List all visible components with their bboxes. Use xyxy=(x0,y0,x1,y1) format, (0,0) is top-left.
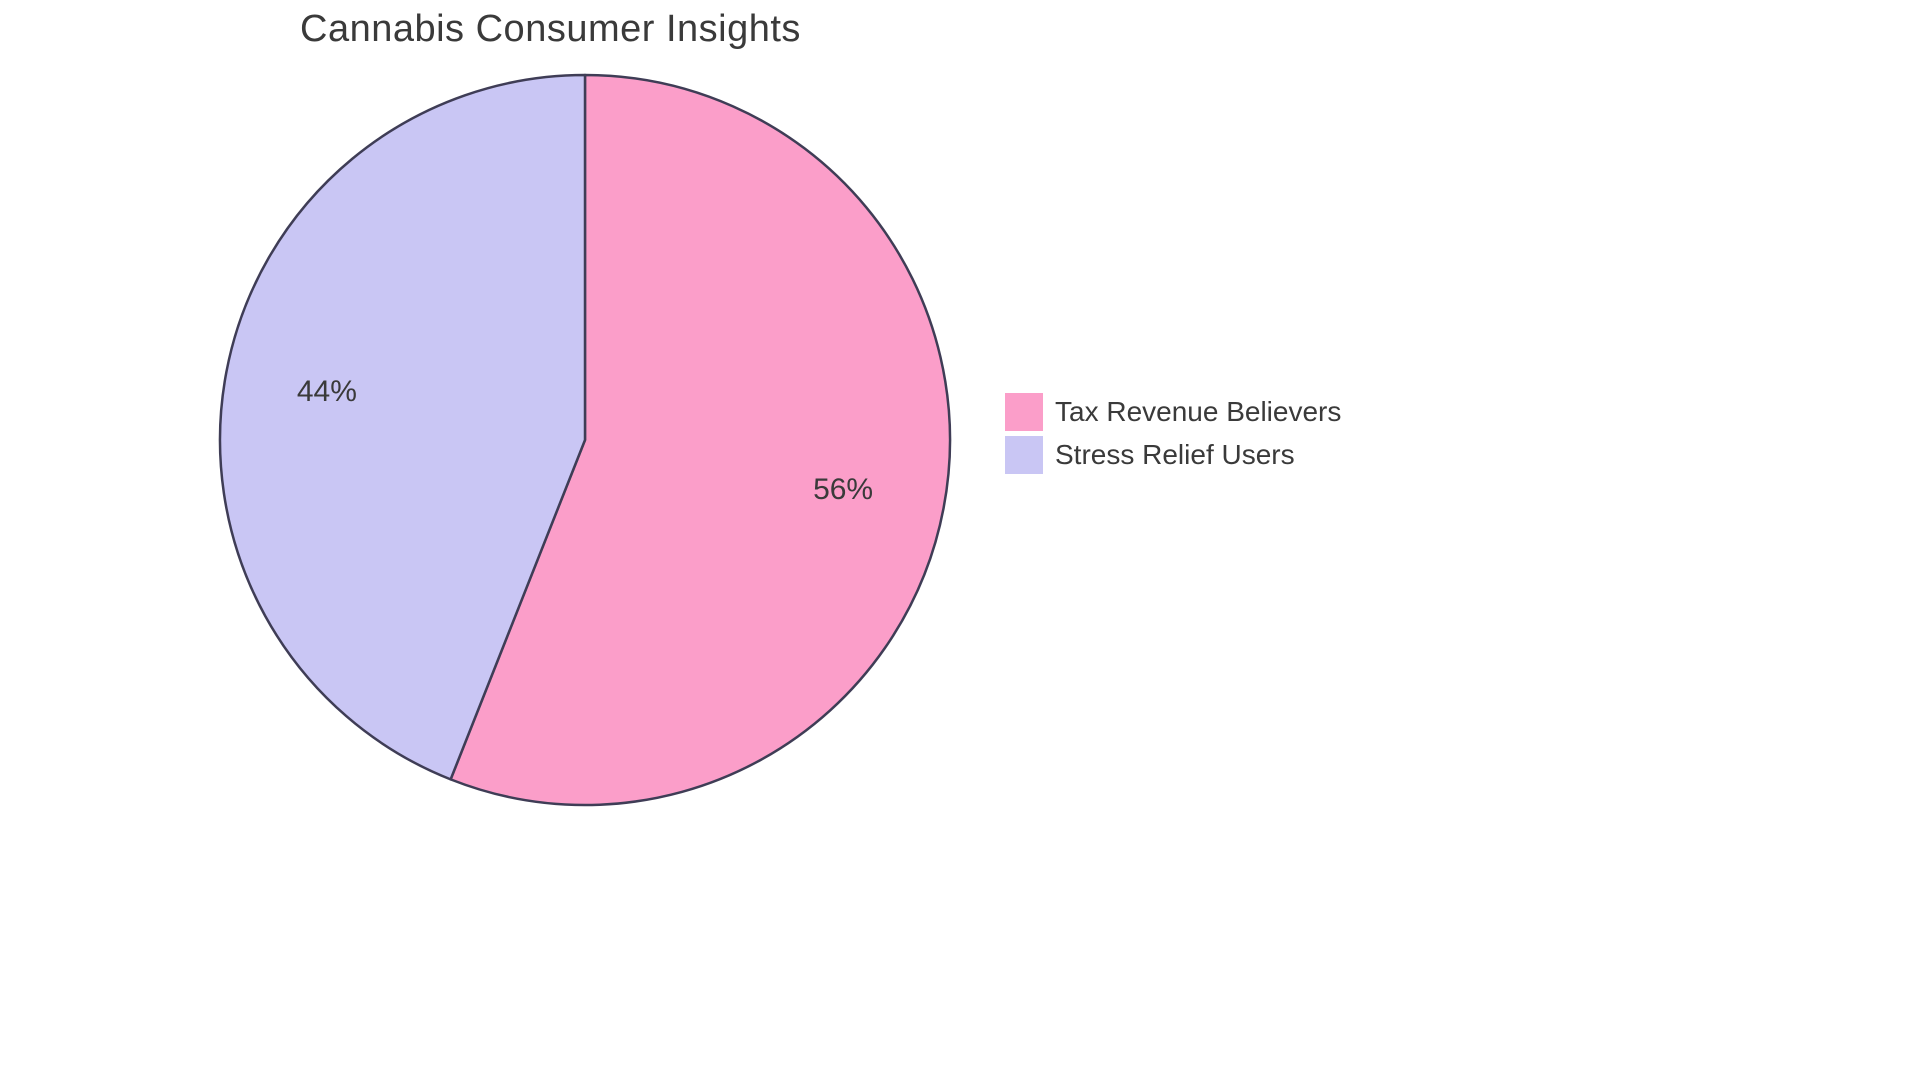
chart-legend: Tax Revenue Believers Stress Relief Users xyxy=(1005,393,1341,474)
pie-slice-0 xyxy=(449,73,952,807)
legend-item: Tax Revenue Believers xyxy=(1005,393,1341,431)
slice-percentage-label: 56% xyxy=(813,473,873,506)
legend-item: Stress Relief Users xyxy=(1005,436,1341,474)
legend-label: Stress Relief Users xyxy=(1055,439,1295,470)
pie-slice-1 xyxy=(218,73,587,781)
legend-swatch xyxy=(1005,436,1043,474)
legend-label: Tax Revenue Believers xyxy=(1055,396,1342,427)
slice-percentage-label: 44% xyxy=(297,375,357,408)
chart-title: Cannabis Consumer Insights xyxy=(300,8,801,50)
legend-swatch xyxy=(1005,393,1043,431)
